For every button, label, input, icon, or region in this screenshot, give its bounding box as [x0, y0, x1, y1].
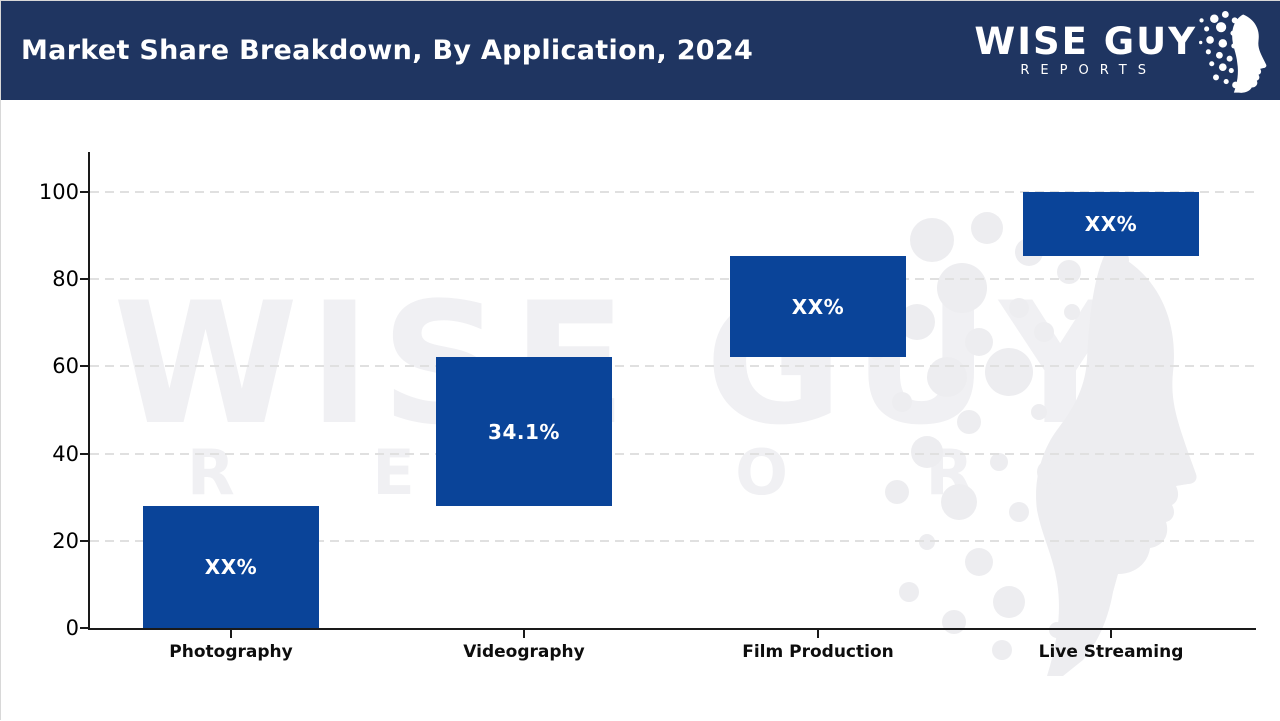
x-axis-tick — [230, 630, 232, 638]
bar-segment-photography: XX% — [143, 505, 319, 628]
x-axis-spine — [88, 628, 1256, 630]
y-axis-tick — [80, 627, 88, 629]
dotted-face-icon — [1199, 10, 1267, 93]
y-tick-label: 0 — [65, 616, 79, 640]
chart-title: Market Share Breakdown, By Application, … — [21, 35, 754, 66]
y-axis-tick — [80, 539, 88, 542]
y-axis-tick — [80, 278, 88, 281]
bar-segment-videography: 34.1% — [436, 357, 612, 506]
chart-area: WISE GUY R E P O R T S XX% 34.1% XX% XX% — [1, 100, 1280, 721]
y-tick-label: 60 — [52, 354, 79, 379]
brand-subname: REPORTS — [1020, 63, 1157, 78]
bar-value-label: XX% — [791, 294, 845, 319]
gridline-y60 — [90, 365, 1254, 368]
y-axis-tick — [80, 365, 88, 368]
y-tick-label: 100 — [38, 180, 79, 204]
header-bar: Market Share Breakdown, By Application, … — [1, 1, 1280, 100]
bar-segment-film-production: XX% — [730, 256, 906, 358]
bar-value-label: XX% — [204, 554, 258, 579]
x-axis-tick — [1110, 630, 1112, 638]
brand-name: WISE GUY — [974, 20, 1197, 63]
gridline-y80 — [90, 278, 1254, 281]
gridline-y100 — [90, 191, 1254, 193]
bar-segment-live-streaming: XX% — [1023, 192, 1199, 257]
brand-logo: WISE GUY REPORTS — [974, 7, 1280, 95]
watermark-dotted-face — [869, 212, 1197, 676]
x-category-label: Live Streaming — [1038, 642, 1184, 662]
y-tick-label: 20 — [52, 528, 79, 553]
y-axis-spine — [88, 152, 90, 630]
gridline-y20 — [90, 539, 1254, 542]
y-axis-tick — [80, 191, 88, 193]
x-axis-tick — [817, 630, 819, 638]
y-axis-tick — [80, 452, 88, 455]
y-tick-label: 80 — [52, 267, 79, 292]
bar-value-label: XX% — [1084, 212, 1138, 237]
y-tick-label: 40 — [52, 441, 79, 466]
gridline-y40 — [90, 452, 1254, 455]
x-axis-tick — [523, 630, 525, 638]
x-category-label: Videography — [463, 642, 585, 662]
x-category-label: Photography — [169, 642, 293, 662]
bar-value-label: 34.1% — [488, 419, 560, 444]
brand-logo-text: WISE GUY REPORTS — [974, 23, 1197, 78]
x-category-label: Film Production — [742, 642, 894, 662]
